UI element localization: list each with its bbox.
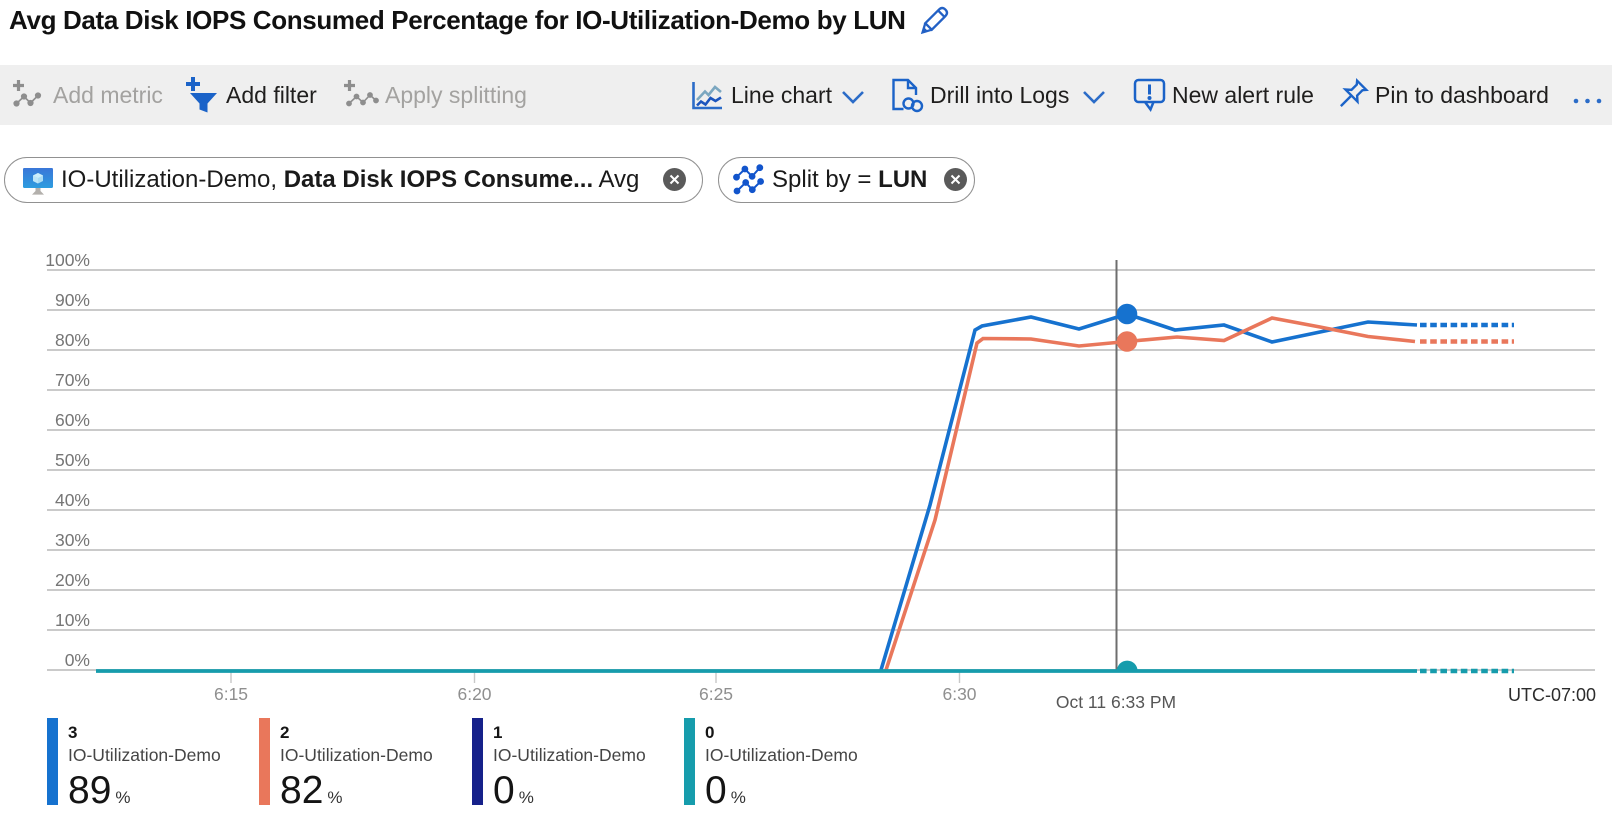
svg-text:60%: 60% (55, 410, 90, 430)
svg-text:20%: 20% (55, 570, 90, 590)
svg-text:6:30: 6:30 (942, 684, 976, 704)
svg-text:10%: 10% (55, 610, 90, 630)
svg-text:0%: 0% (65, 650, 90, 670)
svg-text:100%: 100% (45, 250, 90, 270)
svg-text:70%: 70% (55, 370, 90, 390)
svg-text:30%: 30% (55, 530, 90, 550)
svg-text:UTC-07:00: UTC-07:00 (1508, 685, 1596, 705)
svg-text:50%: 50% (55, 450, 90, 470)
svg-text:40%: 40% (55, 490, 90, 510)
svg-text:6:25: 6:25 (699, 684, 733, 704)
svg-text:6:20: 6:20 (457, 684, 491, 704)
svg-text:Oct 11 6:33 PM: Oct 11 6:33 PM (1056, 692, 1176, 712)
svg-text:80%: 80% (55, 330, 90, 350)
svg-text:6:15: 6:15 (214, 684, 248, 704)
svg-text:90%: 90% (55, 290, 90, 310)
